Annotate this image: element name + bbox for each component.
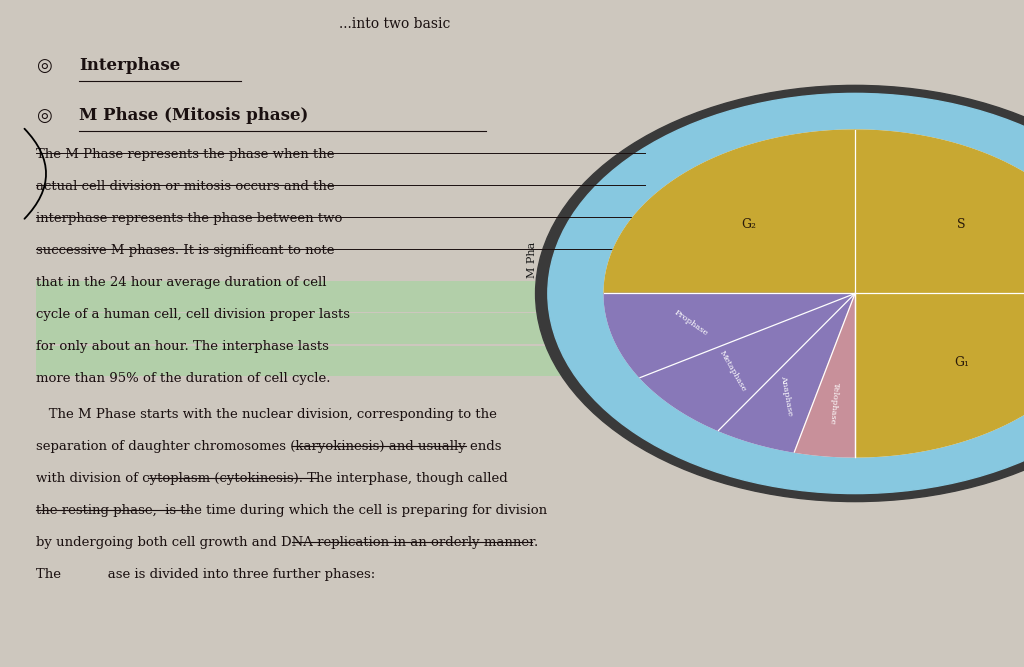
Text: S: S: [957, 217, 966, 231]
Text: G₂: G₂: [741, 217, 756, 231]
Text: ...into two basic: ...into two basic: [339, 17, 451, 31]
FancyBboxPatch shape: [36, 281, 655, 312]
Text: successive M phases. It is significant to note: successive M phases. It is significant t…: [36, 244, 335, 257]
Text: for only about an hour. The interphase lasts: for only about an hour. The interphase l…: [36, 340, 329, 353]
Text: the resting phase,  is the time during which the cell is preparing for division: the resting phase, is the time during wh…: [36, 504, 547, 517]
Polygon shape: [719, 293, 855, 452]
Text: separation of daughter chromosomes (karyokinesis) and usually ends: separation of daughter chromosomes (kary…: [36, 440, 502, 453]
Text: by undergoing both cell growth and DNA replication in an orderly manner.: by undergoing both cell growth and DNA r…: [36, 536, 538, 549]
Text: Anaphase: Anaphase: [779, 374, 795, 416]
Text: interphase represents the phase between two: interphase represents the phase between …: [36, 212, 342, 225]
Text: The M Phase represents the phase when the: The M Phase represents the phase when th…: [36, 148, 335, 161]
Polygon shape: [640, 293, 855, 430]
Circle shape: [604, 130, 1024, 457]
Text: more than 95% of the duration of cell cycle.: more than 95% of the duration of cell cy…: [36, 372, 331, 385]
Text: G₁: G₁: [954, 356, 969, 370]
Text: Metaphase: Metaphase: [717, 349, 748, 393]
Text: ◎: ◎: [36, 107, 51, 125]
Text: M Phase (Mitosis phase): M Phase (Mitosis phase): [79, 107, 308, 123]
Text: Interphase: Interphase: [79, 57, 180, 73]
Text: with division of cytoplasm (cytokinesis). The interphase, though called: with division of cytoplasm (cytokinesis)…: [36, 472, 508, 485]
Text: The M Phase starts with the nuclear division, corresponding to the: The M Phase starts with the nuclear divi…: [36, 408, 497, 421]
Text: actual cell division or mitosis occurs and the: actual cell division or mitosis occurs a…: [36, 180, 335, 193]
Text: The           ase is divided into three further phases:: The ase is divided into three further ph…: [36, 568, 375, 581]
Text: cycle of a human cell, cell division proper lasts: cycle of a human cell, cell division pro…: [36, 308, 350, 321]
FancyBboxPatch shape: [36, 346, 655, 376]
Text: Prophase: Prophase: [672, 309, 709, 338]
Polygon shape: [855, 293, 1024, 457]
Text: M Pha: M Pha: [527, 242, 538, 278]
Polygon shape: [855, 130, 1024, 293]
FancyBboxPatch shape: [36, 313, 655, 344]
Circle shape: [548, 93, 1024, 494]
Circle shape: [536, 85, 1024, 502]
Polygon shape: [795, 293, 855, 457]
Text: Telophase: Telophase: [828, 382, 840, 426]
Text: Figure 10.1  A diagrammatic view
             indicating formation
             : Figure 10.1 A diagrammatic view indicati…: [640, 313, 843, 356]
Polygon shape: [604, 293, 855, 378]
Text: that in the 24 hour average duration of cell: that in the 24 hour average duration of …: [36, 276, 327, 289]
Polygon shape: [604, 130, 855, 293]
Text: ◎: ◎: [36, 57, 51, 75]
